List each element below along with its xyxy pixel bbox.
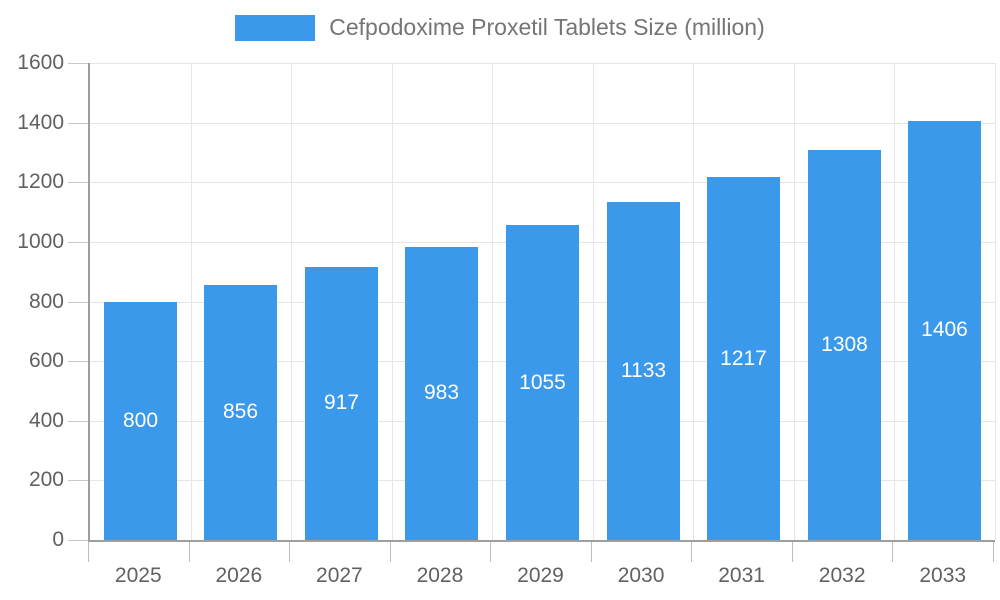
y-axis-tick-label: 1600 [17, 51, 64, 74]
x-axis-tick-label: 2026 [215, 564, 263, 587]
y-gridline [90, 122, 995, 124]
x-axis-tick-label: 2032 [818, 564, 866, 587]
bar[interactable]: 1406 [908, 120, 981, 540]
bar[interactable]: 1055 [506, 225, 579, 540]
legend-swatch [235, 14, 316, 41]
y-axis-tick [68, 122, 88, 124]
y-axis-tick [68, 361, 88, 363]
y-axis-tick-label: 800 [28, 289, 64, 313]
legend-label: Cefpodoxime Proxetil Tablets Size (milli… [329, 14, 765, 40]
x-gridline [190, 63, 192, 540]
y-axis-tick [68, 182, 88, 184]
x-axis-tick [188, 542, 190, 562]
x-axis-tick-label: 2027 [316, 564, 363, 587]
x-gridline [995, 63, 996, 540]
y-axis-tick-label: 0 [52, 528, 64, 551]
x-axis-tick-label: 2033 [919, 564, 967, 587]
y-axis-tick-label: 1200 [17, 170, 64, 194]
bar-value-label: 983 [423, 381, 460, 405]
x-gridline [291, 63, 293, 540]
x-axis-tick [88, 542, 89, 562]
x-axis-tick [389, 542, 391, 562]
x-gridline [391, 63, 393, 540]
bar[interactable]: 1217 [707, 177, 780, 540]
bar-value-label: 1055 [519, 370, 566, 394]
y-axis-tick [68, 540, 88, 541]
x-axis-tick-label: 2031 [718, 564, 765, 587]
bar-value-label: 1217 [720, 346, 767, 370]
x-axis-tick-label: 2028 [416, 564, 464, 587]
y-axis-tick [68, 480, 88, 482]
x-gridline [492, 63, 494, 540]
y-axis-tick [68, 420, 88, 422]
y-gridline [90, 63, 995, 64]
bar[interactable]: 800 [104, 301, 177, 540]
bar[interactable]: 1308 [808, 150, 881, 540]
y-axis-tick-label: 600 [28, 349, 64, 373]
x-axis-tick-label: 2029 [517, 564, 564, 587]
x-axis-tick [691, 542, 693, 562]
bar-value-label: 856 [222, 400, 259, 424]
plot-area: 800 856 917 983 1055 1133 1217 1308 1406 [88, 63, 996, 542]
x-axis-tick [993, 542, 994, 562]
x-gridline [592, 63, 594, 540]
x-axis-tick-label: 2025 [114, 564, 162, 587]
x-axis-tick [289, 542, 291, 562]
bar[interactable]: 917 [305, 266, 378, 540]
x-axis-tick [490, 542, 492, 562]
bar-value-label: 1406 [921, 318, 968, 342]
y-axis-tick-label: 200 [28, 468, 64, 492]
x-gridline [793, 63, 795, 540]
y-axis-tick-label: 1000 [17, 229, 64, 253]
bar-value-label: 800 [122, 408, 159, 432]
y-gridline [90, 182, 995, 184]
legend[interactable]: Cefpodoxime Proxetil Tablets Size (milli… [0, 14, 1000, 41]
x-gridline [894, 63, 896, 540]
bar[interactable]: 856 [204, 284, 277, 540]
bar-value-label: 1308 [821, 333, 868, 357]
x-gridline [693, 63, 695, 540]
y-axis-tick-label: 1400 [17, 110, 64, 134]
y-axis-tick [68, 63, 88, 64]
x-axis-tick [791, 542, 793, 562]
bar-value-label: 1133 [620, 359, 667, 383]
x-axis-tick [892, 542, 894, 562]
x-axis-tick-label: 2030 [617, 564, 665, 587]
bar[interactable]: 1133 [607, 202, 680, 540]
bar-value-label: 917 [323, 391, 360, 415]
y-axis-tick [68, 301, 88, 303]
y-axis-tick-label: 400 [28, 408, 64, 432]
y-axis-tick [68, 241, 88, 243]
bar[interactable]: 983 [405, 246, 478, 540]
x-axis-tick [590, 542, 592, 562]
